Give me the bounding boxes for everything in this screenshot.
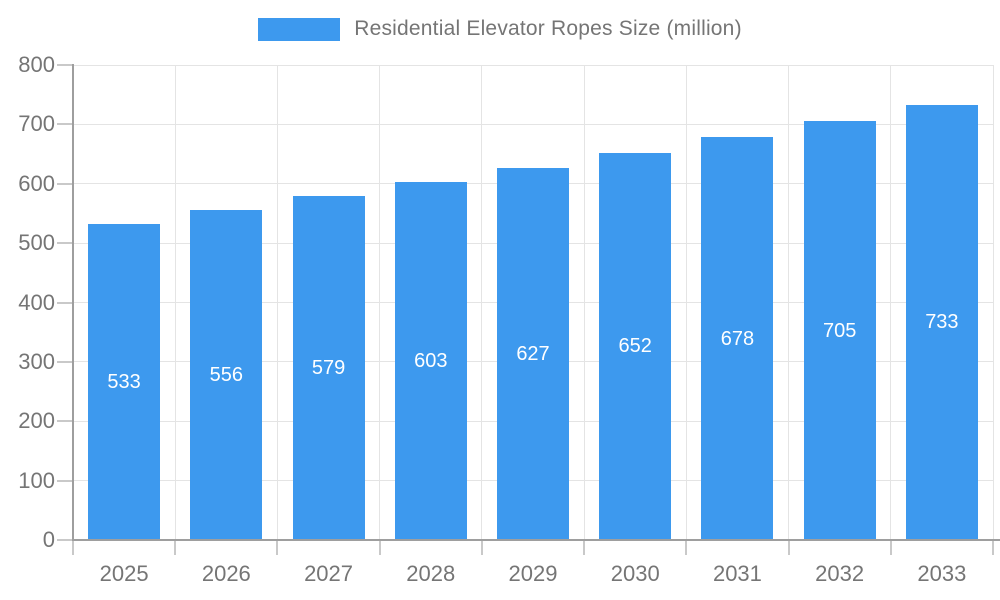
x-axis-label-2031: 2031 bbox=[712, 561, 762, 586]
bar-value-label-2028: 603 bbox=[414, 349, 448, 372]
h-gridline-700 bbox=[73, 123, 993, 125]
y-axis-label-200: 200 bbox=[18, 408, 55, 434]
bar-2026[interactable] bbox=[190, 209, 263, 540]
x-axis-tick-9 bbox=[992, 541, 994, 555]
x-axis-label-2033: 2033 bbox=[917, 561, 967, 586]
bar-2033[interactable] bbox=[905, 104, 978, 540]
x-axis-label-2030: 2030 bbox=[610, 561, 660, 586]
y-axis-label-700: 700 bbox=[18, 111, 55, 137]
y-axis-tick-100 bbox=[57, 479, 73, 482]
bar-value-label-2029: 627 bbox=[516, 342, 550, 365]
y-axis-label-400: 400 bbox=[18, 289, 55, 315]
x-axis-tick-2 bbox=[276, 541, 279, 555]
x-axis-tick-8 bbox=[889, 541, 892, 555]
y-axis-label-100: 100 bbox=[18, 467, 55, 493]
x-axis-label-2025: 2025 bbox=[99, 561, 149, 586]
v-gridline-4 bbox=[481, 65, 483, 540]
y-axis-label-0: 0 bbox=[42, 527, 55, 552]
y-axis-tick-400 bbox=[57, 301, 73, 304]
bar-2030[interactable] bbox=[599, 152, 672, 540]
v-gridline-9 bbox=[992, 65, 994, 540]
bar-2025[interactable] bbox=[88, 223, 161, 540]
y-axis-line bbox=[72, 64, 74, 541]
chart-legend[interactable]: Residential Elevator Ropes Size (million… bbox=[0, 17, 1000, 41]
y-axis-tick-200 bbox=[57, 420, 73, 423]
legend-label: Residential Elevator Ropes Size (million… bbox=[354, 17, 742, 40]
v-gridline-2 bbox=[276, 65, 278, 540]
x-axis-tick-7 bbox=[787, 541, 790, 555]
x-axis-tick-5 bbox=[583, 541, 586, 555]
legend-swatch bbox=[258, 17, 341, 41]
v-gridline-1 bbox=[174, 65, 176, 540]
bar-value-label-2025: 533 bbox=[107, 370, 141, 393]
v-gridline-6 bbox=[685, 65, 687, 540]
bar-2029[interactable] bbox=[497, 167, 569, 540]
x-axis-label-2029: 2029 bbox=[508, 561, 558, 586]
y-axis-tick-0 bbox=[57, 539, 73, 541]
y-axis-tick-800 bbox=[57, 64, 73, 66]
x-axis-tick-3 bbox=[378, 541, 381, 555]
bar-value-label-2027: 579 bbox=[311, 357, 346, 380]
x-axis-tick-6 bbox=[685, 541, 688, 555]
bar-2028[interactable] bbox=[394, 181, 467, 540]
bar-2027[interactable] bbox=[292, 196, 365, 540]
bar-value-label-2033: 733 bbox=[925, 311, 959, 334]
x-axis-line bbox=[73, 539, 1000, 541]
h-gridline-800 bbox=[73, 64, 993, 66]
x-axis-label-2026: 2026 bbox=[201, 561, 251, 586]
x-axis-tick-0 bbox=[72, 541, 74, 555]
x-axis-label-2032: 2032 bbox=[815, 561, 865, 586]
bar-value-label-2032: 705 bbox=[822, 319, 857, 342]
y-axis-tick-700 bbox=[57, 123, 73, 126]
x-axis-tick-1 bbox=[174, 541, 177, 555]
y-axis-tick-600 bbox=[57, 182, 73, 185]
x-axis-label-2028: 2028 bbox=[406, 561, 456, 586]
y-axis-label-800: 800 bbox=[18, 52, 55, 77]
y-axis-tick-500 bbox=[57, 242, 73, 245]
v-gridline-3 bbox=[379, 65, 381, 540]
x-axis-label-2027: 2027 bbox=[304, 561, 354, 586]
bar-value-label-2031: 678 bbox=[720, 327, 755, 350]
v-gridline-5 bbox=[583, 65, 585, 540]
bar-value-label-2030: 652 bbox=[618, 335, 652, 358]
y-axis-label-300: 300 bbox=[18, 348, 55, 374]
bar-2031[interactable] bbox=[701, 137, 774, 540]
bar-2032[interactable] bbox=[803, 121, 876, 540]
bar-value-label-2026: 556 bbox=[209, 363, 244, 386]
v-gridline-7 bbox=[788, 65, 790, 540]
y-axis-label-600: 600 bbox=[18, 170, 55, 196]
x-axis-tick-4 bbox=[480, 541, 483, 555]
v-gridline-8 bbox=[890, 65, 892, 540]
y-axis-label-500: 500 bbox=[18, 230, 55, 256]
y-axis-tick-300 bbox=[57, 360, 73, 363]
